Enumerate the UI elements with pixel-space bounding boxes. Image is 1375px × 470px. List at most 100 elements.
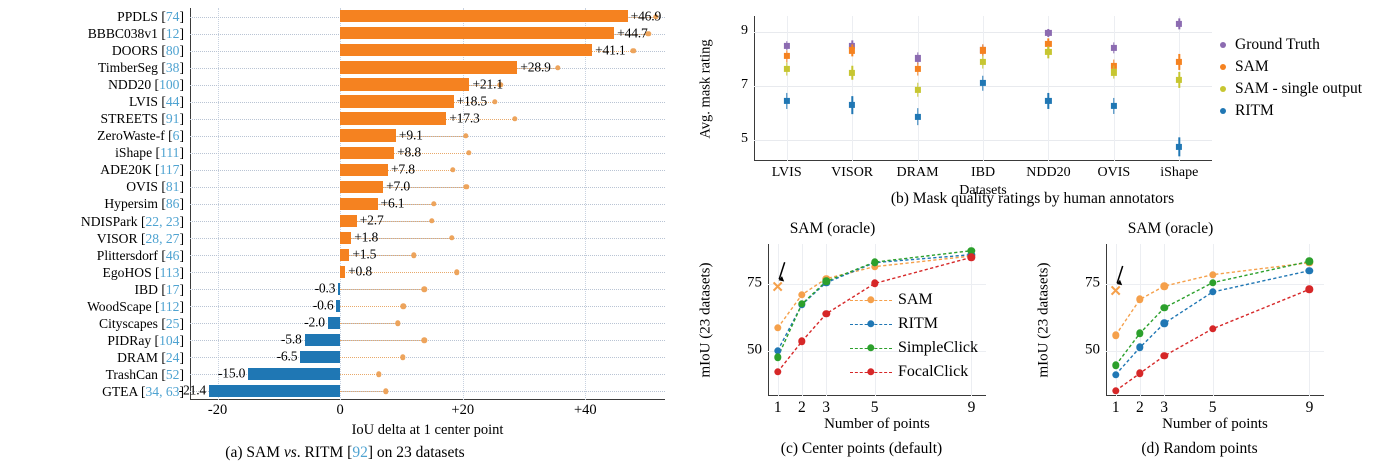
panel-b-y-axis-title: Avg. mask rating — [697, 38, 714, 139]
panel-c-data-point — [798, 300, 806, 308]
panel-b-data-point — [914, 86, 921, 93]
panel-a-category-label: NDISPark [22, 23] — [80, 213, 184, 229]
legend-label: SimpleClick — [898, 339, 978, 356]
panel-a-oracle-dot — [395, 320, 401, 326]
panel-b-data-point — [979, 59, 987, 66]
panel-a-category-label: EgoHOS [113] — [102, 264, 184, 280]
panel-a-oracle-dot — [431, 201, 437, 207]
panel-a-bar — [340, 61, 518, 74]
panel-a-oracle-connector — [340, 135, 466, 137]
panel-a-bar-value: +46.9 — [630, 8, 662, 24]
legend-label: RITM — [1235, 102, 1274, 119]
panel-d-data-point — [1111, 331, 1120, 339]
panel-a-bar-row: -6.5 — [190, 349, 665, 366]
panel-b-data-point — [1045, 97, 1052, 104]
panel-b-data-point — [1176, 76, 1183, 83]
panel-b-data-point — [979, 80, 987, 87]
panel-b-scatter-chart: Avg. mask rating 5 7 9 LVIS VISOR DRAM IBD NDD2… — [690, 0, 1375, 207]
panel-d-oracle-marker: ✕ — [1109, 283, 1122, 300]
panel-b-plot-area: 5 7 9 LVIS VISOR DRAM IBD NDD20 OVIS iShape — [741, 16, 1212, 180]
legend-line-marker — [850, 319, 892, 329]
panel-b-data-point — [1176, 58, 1183, 65]
panel-b-x-tick-label: VISOR — [831, 165, 874, 180]
panel-b-x-tick-label: DRAM — [896, 165, 939, 180]
panel-a-bar — [327, 316, 341, 330]
panel-a-x-tick-label: +40 — [573, 402, 597, 418]
panel-a-bar — [340, 163, 388, 176]
panel-a-bar — [336, 299, 341, 313]
panel-c-oracle-arrow-icon — [778, 262, 786, 282]
panel-b-data-point — [1045, 29, 1052, 36]
panel-a-category-label: BBBC038v1 [12] — [87, 26, 184, 42]
panel-d-data-point — [1208, 270, 1217, 279]
panel-a-row-gridline — [190, 289, 665, 291]
panel-a-bar-row: +8.8 — [190, 144, 665, 161]
panel-a-bar — [300, 351, 341, 364]
panel-c-x-tick-label: 2 — [798, 399, 806, 416]
panel-a-oracle-dot — [512, 116, 518, 122]
legend-line-marker — [850, 367, 892, 377]
panel-a-oracle-dot — [630, 47, 636, 54]
legend-line-marker — [850, 343, 892, 353]
panel-d-vertical-gridline — [1309, 244, 1311, 396]
panel-a-category-label: WoodScape [112] — [87, 298, 184, 314]
panel-a-oracle-dot — [450, 167, 456, 173]
panel-a-oracle-dot — [653, 13, 659, 20]
panel-c-data-point — [870, 262, 879, 271]
panel-a-bar-row: +1.8 — [190, 230, 665, 247]
panel-a-caption: (a) SAM vs. RITM [92] on 23 datasets — [225, 444, 465, 461]
panel-d-horizontal-gridline — [1106, 350, 1324, 352]
panel-a-category-label: TimberSeg [38] — [98, 60, 184, 76]
panel-a-bar-row: +46.9 — [190, 8, 665, 25]
legend-line-marker — [850, 295, 892, 305]
panel-a-bar-row: -5.8 — [190, 332, 665, 349]
panel-b-data-point — [1045, 49, 1052, 56]
panel-c-data-point — [967, 246, 976, 255]
panel-c-y-axis-title: mIoU (23 datasets) — [697, 262, 714, 378]
panel-c-oracle-marker: ✕ — [771, 280, 784, 297]
panel-d-data-point — [1160, 352, 1168, 360]
panel-c-data-point — [822, 310, 830, 318]
panel-a-bar-row: -15.0 — [190, 366, 665, 383]
panel-b-vertical-gridline — [1048, 16, 1050, 161]
panel-a-bar-row: -2.0 — [190, 315, 665, 332]
panel-a-oracle-connector — [340, 221, 433, 223]
panel-c-x-axis-title: Number of points — [824, 416, 930, 432]
panel-a-bar — [340, 44, 593, 57]
panel-a-bar-value: -6.5 — [276, 349, 298, 365]
panel-c-oracle-annotation: SAM (oracle) — [789, 220, 876, 237]
panel-a-bar-row: -0.3 — [190, 281, 665, 298]
panel-d-data-point — [1136, 329, 1144, 338]
panel-a-oracle-dot — [399, 354, 406, 361]
panel-a-bar-row: +9.1 — [190, 127, 665, 144]
panel-b-data-point — [914, 55, 921, 62]
panel-a-bar — [340, 112, 447, 125]
panel-a-oracle-dot — [555, 64, 561, 71]
panel-a-oracle-connector — [340, 203, 434, 205]
legend-label: Ground Truth — [1235, 36, 1320, 53]
panel-a-category-label: LVIS [44] — [128, 94, 184, 110]
panel-c-data-point — [967, 253, 976, 262]
panel-c-data-point — [798, 337, 806, 346]
panel-a-bar-value: +41.1 — [595, 42, 626, 58]
panel-a-bar — [340, 10, 628, 23]
panel-a-category-label: NDD20 [100] — [108, 77, 184, 93]
panel-d-data-point — [1160, 319, 1168, 328]
panel-a-oracle-connector — [340, 169, 453, 171]
panel-d-x-axis-title: Number of points — [1162, 416, 1268, 432]
panel-a-x-axis-title: IoU delta at 1 center point — [351, 422, 504, 438]
panel-a-oracle-connector — [340, 289, 425, 291]
panel-a-category-label: iShape [111] — [115, 145, 184, 161]
panel-a-bar — [340, 180, 384, 193]
panel-b-y-tick-label: 5 — [741, 130, 748, 146]
panel-c-data-point — [773, 368, 782, 376]
panel-c-data-point — [798, 290, 806, 299]
panel-b-data-point — [783, 66, 790, 73]
panel-d-data-point — [1208, 278, 1217, 287]
panel-a-bar — [340, 214, 357, 227]
panel-d-x-tick-label: 5 — [1208, 399, 1217, 416]
panel-a-bar — [304, 334, 341, 347]
panel-a-x-tick-label: 0 — [336, 402, 344, 418]
panel-d-vertical-gridline — [1115, 244, 1117, 396]
panel-a-bar-chart: PPDLS [74] BBBC038v1 [12] DOORS [80] Timber… — [80, 8, 665, 461]
